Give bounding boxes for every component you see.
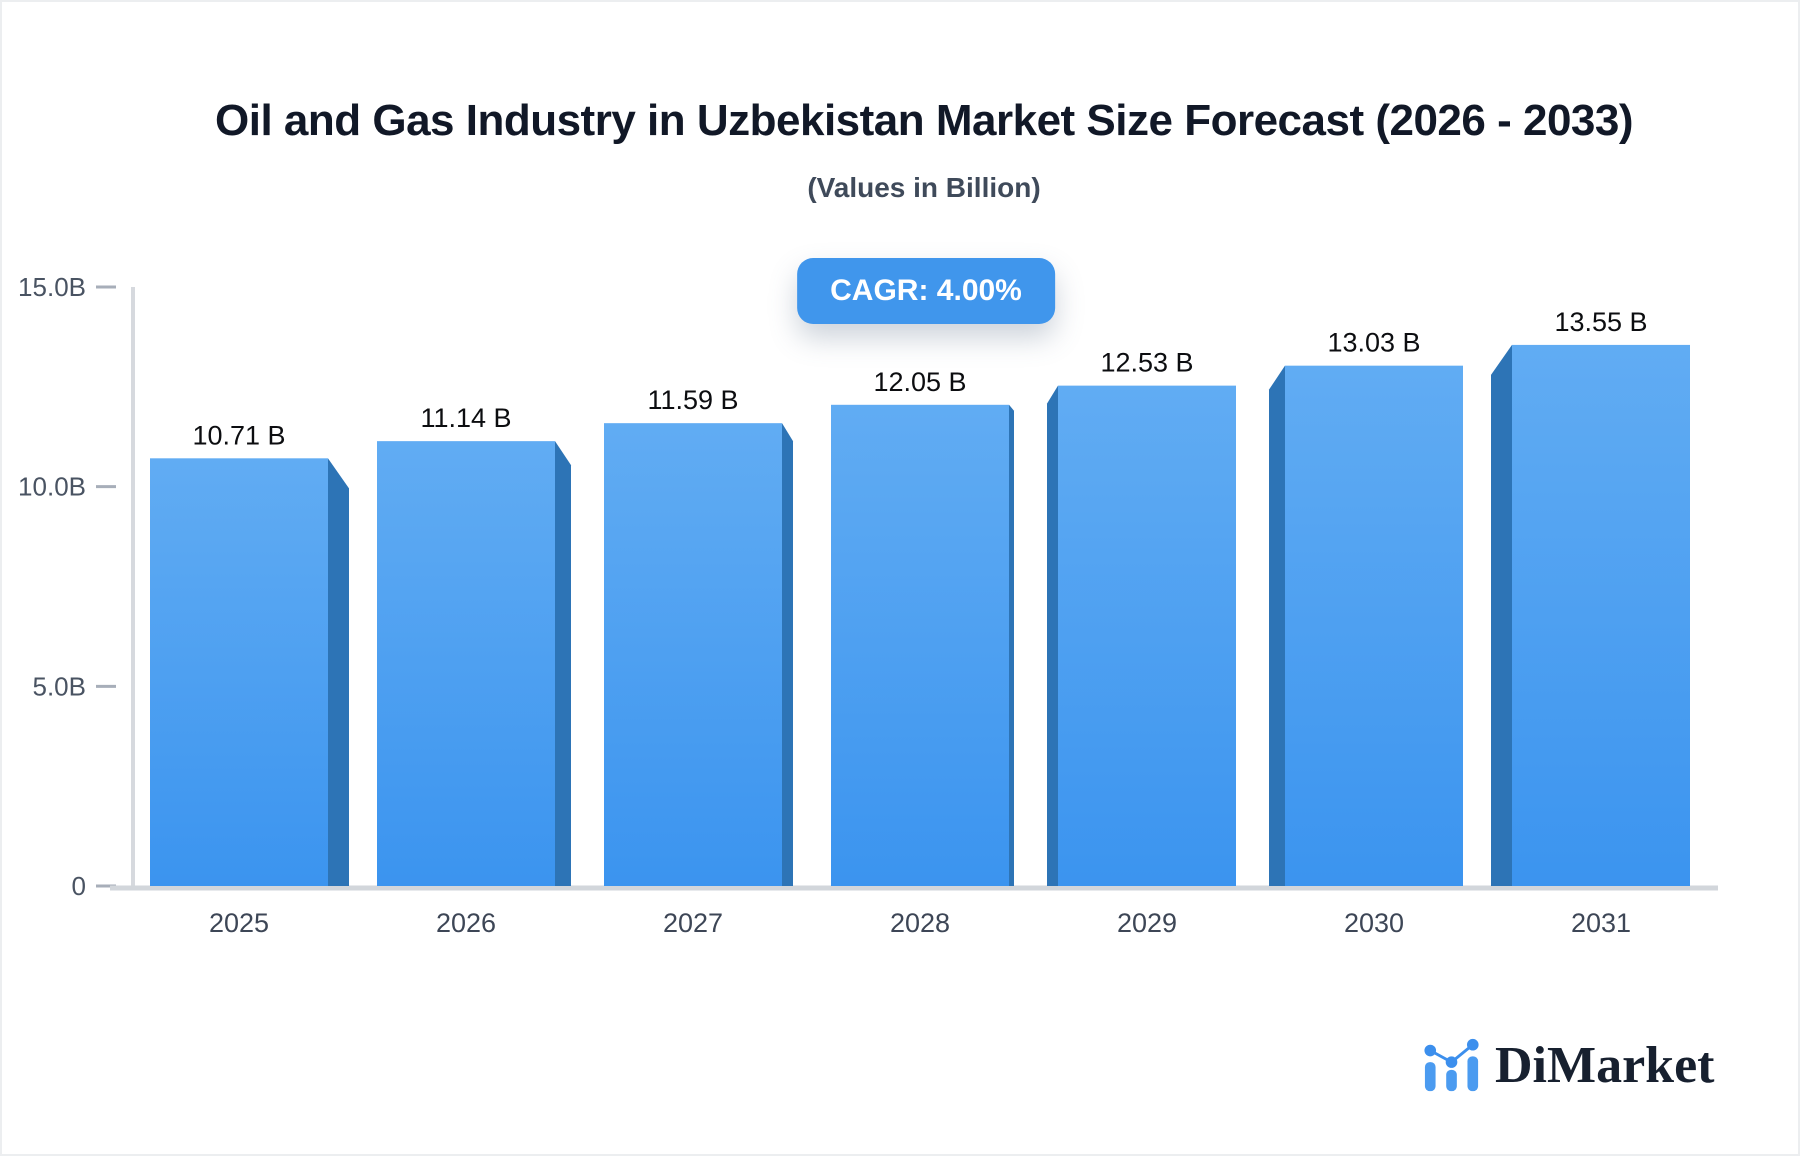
- bars: [150, 344, 1690, 886]
- x-axis-label: 2031: [1571, 908, 1631, 938]
- chart-title: Oil and Gas Industry in Uzbekistan Marke…: [214, 96, 1634, 145]
- y-tick-label: 5.0B: [33, 671, 87, 701]
- x-axis-label: 2026: [436, 908, 496, 938]
- bar-value-label: 12.53 B: [1100, 348, 1193, 378]
- y-tick-label: 10.0B: [18, 472, 86, 502]
- x-axis-label: 2028: [890, 908, 950, 938]
- bar-2029[interactable]: [1047, 385, 1236, 886]
- bar-body[interactable]: [604, 423, 782, 886]
- bar-2026[interactable]: [377, 441, 571, 886]
- bar-side-face: [328, 458, 349, 886]
- bar-2031[interactable]: [1491, 344, 1690, 886]
- labels: 10.71 B 2025 11.14 B 2026 11.59 B 2027 12.05 B…: [192, 307, 1647, 938]
- bar-value-label: 11.14 B: [420, 403, 511, 433]
- bar-body[interactable]: [1285, 365, 1463, 886]
- bar-side-face: [782, 423, 793, 886]
- brand-name: DiMarket: [1495, 1037, 1715, 1094]
- logo-bar-chart-icon: [1424, 1038, 1479, 1092]
- y-tick-label: 0: [72, 871, 86, 901]
- bar-body[interactable]: [1058, 385, 1236, 886]
- x-axis-label: 2030: [1344, 908, 1404, 938]
- bar-value-label: 10.71 B: [192, 420, 285, 450]
- bar-value-label: 13.55 B: [1554, 307, 1647, 337]
- chart-subtitle: (Values in Billion): [807, 172, 1041, 203]
- cagr-badge-label: CAGR: 4.00%: [830, 274, 1022, 307]
- cagr-badge: CAGR: 4.00%: [797, 258, 1055, 324]
- bar-side-face: [1009, 404, 1014, 886]
- bar-2027[interactable]: [604, 423, 793, 886]
- bar-side-face: [555, 441, 571, 886]
- bar-value-label: 11.59 B: [647, 385, 738, 415]
- bar-side-face: [1491, 344, 1512, 886]
- bar-body[interactable]: [150, 458, 328, 886]
- bar-side-face: [1047, 385, 1058, 886]
- x-axis-label: 2029: [1117, 908, 1177, 938]
- bar-value-label: 12.05 B: [873, 367, 966, 397]
- bar-2030[interactable]: [1269, 365, 1463, 886]
- bar-side-face: [1269, 365, 1285, 886]
- axes: 0 5.0B 10.0B 15.0B: [18, 272, 1718, 901]
- y-tick-label: 15.0B: [18, 272, 86, 302]
- bar-2028[interactable]: [831, 404, 1014, 886]
- brand-logo: DiMarket: [1423, 1036, 1714, 1096]
- bar-body[interactable]: [831, 404, 1009, 886]
- bar-body[interactable]: [1512, 344, 1690, 886]
- bar-value-label: 13.03 B: [1327, 328, 1420, 358]
- x-axis-label: 2027: [663, 908, 723, 938]
- x-axis-label: 2025: [209, 908, 269, 938]
- bar-body[interactable]: [377, 441, 555, 886]
- bar-2025[interactable]: [150, 458, 349, 886]
